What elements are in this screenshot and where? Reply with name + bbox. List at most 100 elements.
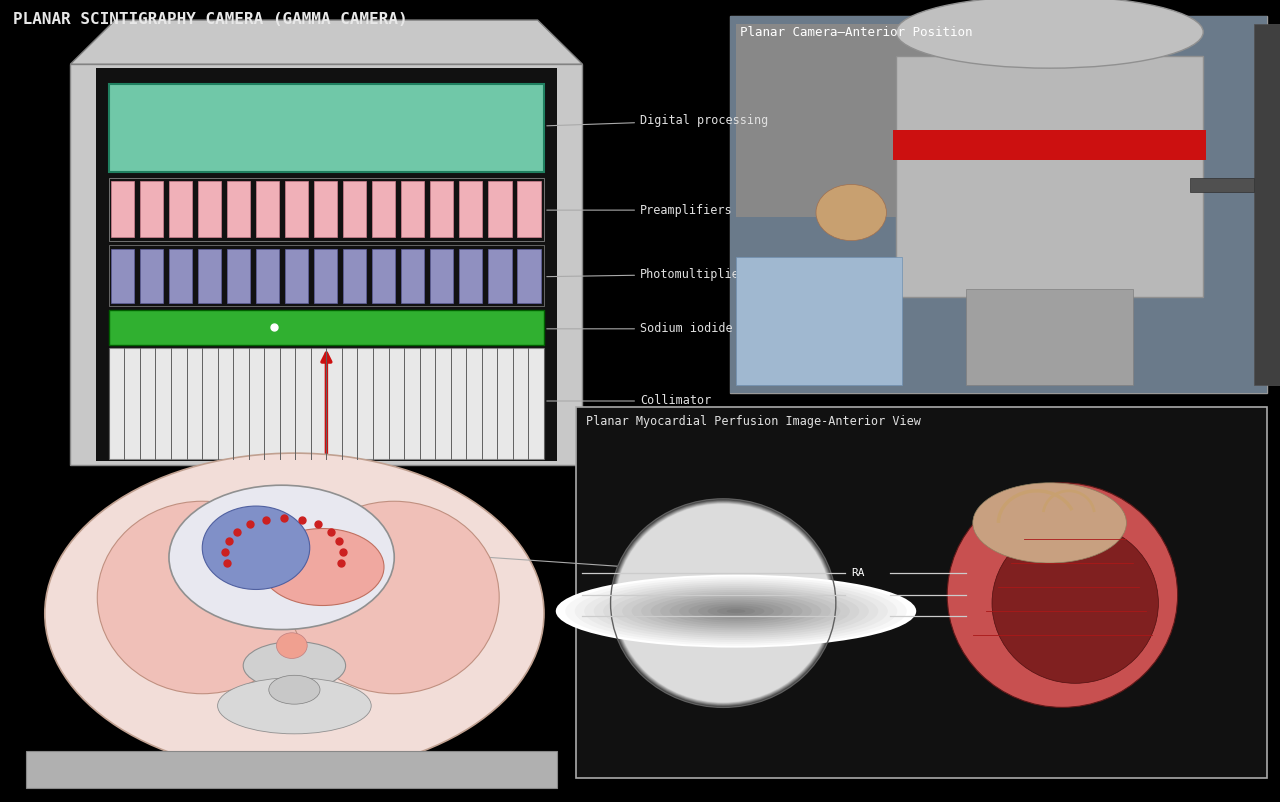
Ellipse shape [641,592,831,630]
Bar [517,249,540,303]
Ellipse shape [611,499,836,707]
Ellipse shape [613,586,859,636]
Bar [730,16,1267,393]
Bar [430,181,453,237]
Ellipse shape [261,529,384,606]
Ellipse shape [603,584,869,638]
Ellipse shape [689,602,783,621]
Ellipse shape [698,603,774,619]
Ellipse shape [612,500,835,706]
Bar [736,257,902,385]
Bar [284,181,308,237]
Ellipse shape [612,500,835,707]
Ellipse shape [45,453,544,774]
Ellipse shape [612,500,835,707]
Ellipse shape [169,485,394,630]
Bar [517,181,540,237]
Bar [197,181,221,237]
Bar [96,68,557,461]
Bar [343,181,366,237]
Ellipse shape [97,501,307,694]
Ellipse shape [584,581,888,642]
Ellipse shape [289,501,499,694]
Ellipse shape [992,523,1158,683]
Bar [401,249,425,303]
Text: Collimator: Collimator [547,395,712,407]
Bar [314,249,338,303]
Ellipse shape [622,588,850,634]
Ellipse shape [947,483,1178,707]
Bar [966,289,1133,385]
Ellipse shape [612,500,835,707]
Bar [169,181,192,237]
Bar [372,249,396,303]
Ellipse shape [556,574,916,648]
Ellipse shape [616,503,831,703]
Bar [401,181,425,237]
Ellipse shape [269,675,320,704]
Ellipse shape [660,596,812,626]
Text: Sodium iodide crystal: Sodium iodide crystal [547,322,790,335]
Text: Planar Myocardial Perfusion Image-Anterior View: Planar Myocardial Perfusion Image-Anteri… [586,415,922,428]
Ellipse shape [612,500,835,706]
Ellipse shape [616,504,831,703]
Bar [140,249,164,303]
Bar [109,348,544,459]
Bar [314,181,338,237]
Text: Preamplifiers: Preamplifiers [547,204,732,217]
Bar [576,407,1267,778]
Bar [109,245,544,306]
Bar [26,751,557,788]
Ellipse shape [614,503,832,703]
Ellipse shape [614,502,832,704]
Bar [285,249,308,303]
Bar [111,249,134,303]
Ellipse shape [612,500,835,707]
Text: RV: RV [851,611,865,621]
Ellipse shape [575,578,897,644]
Ellipse shape [614,503,832,703]
Bar [460,249,483,303]
Ellipse shape [566,577,906,646]
Ellipse shape [613,501,833,705]
Ellipse shape [611,500,836,707]
Ellipse shape [276,633,307,658]
Bar [109,310,544,345]
Ellipse shape [616,504,831,703]
Text: Photomultipliers: Photomultipliers [547,268,754,281]
Ellipse shape [614,503,832,703]
Bar [371,181,396,237]
Ellipse shape [616,504,831,703]
Text: Digital processing: Digital processing [547,114,768,127]
Ellipse shape [614,502,832,704]
Ellipse shape [614,503,832,703]
Ellipse shape [727,610,745,613]
Bar [110,181,134,237]
Bar [256,249,279,303]
Ellipse shape [613,501,833,705]
Text: RA: RA [851,569,865,578]
Ellipse shape [669,597,803,625]
Bar [488,181,512,237]
Ellipse shape [717,607,755,615]
Bar [1190,178,1254,192]
Bar [736,24,1056,217]
Ellipse shape [613,500,833,706]
Ellipse shape [613,501,833,705]
Bar [896,56,1203,297]
Ellipse shape [594,582,878,640]
Ellipse shape [611,499,836,707]
Ellipse shape [614,502,832,704]
Text: PLANAR SCINTIGRAPHY CAMERA (GAMMA CAMERA): PLANAR SCINTIGRAPHY CAMERA (GAMMA CAMERA… [13,12,407,27]
Bar [1254,24,1280,385]
Ellipse shape [613,501,833,705]
Bar [256,181,279,237]
Ellipse shape [973,483,1126,563]
Ellipse shape [616,504,831,703]
Ellipse shape [616,504,831,703]
Bar [488,249,512,303]
Bar [430,249,453,303]
Ellipse shape [613,501,833,705]
Ellipse shape [612,500,835,706]
Text: Planar Camera—Anterior Position: Planar Camera—Anterior Position [740,26,973,39]
